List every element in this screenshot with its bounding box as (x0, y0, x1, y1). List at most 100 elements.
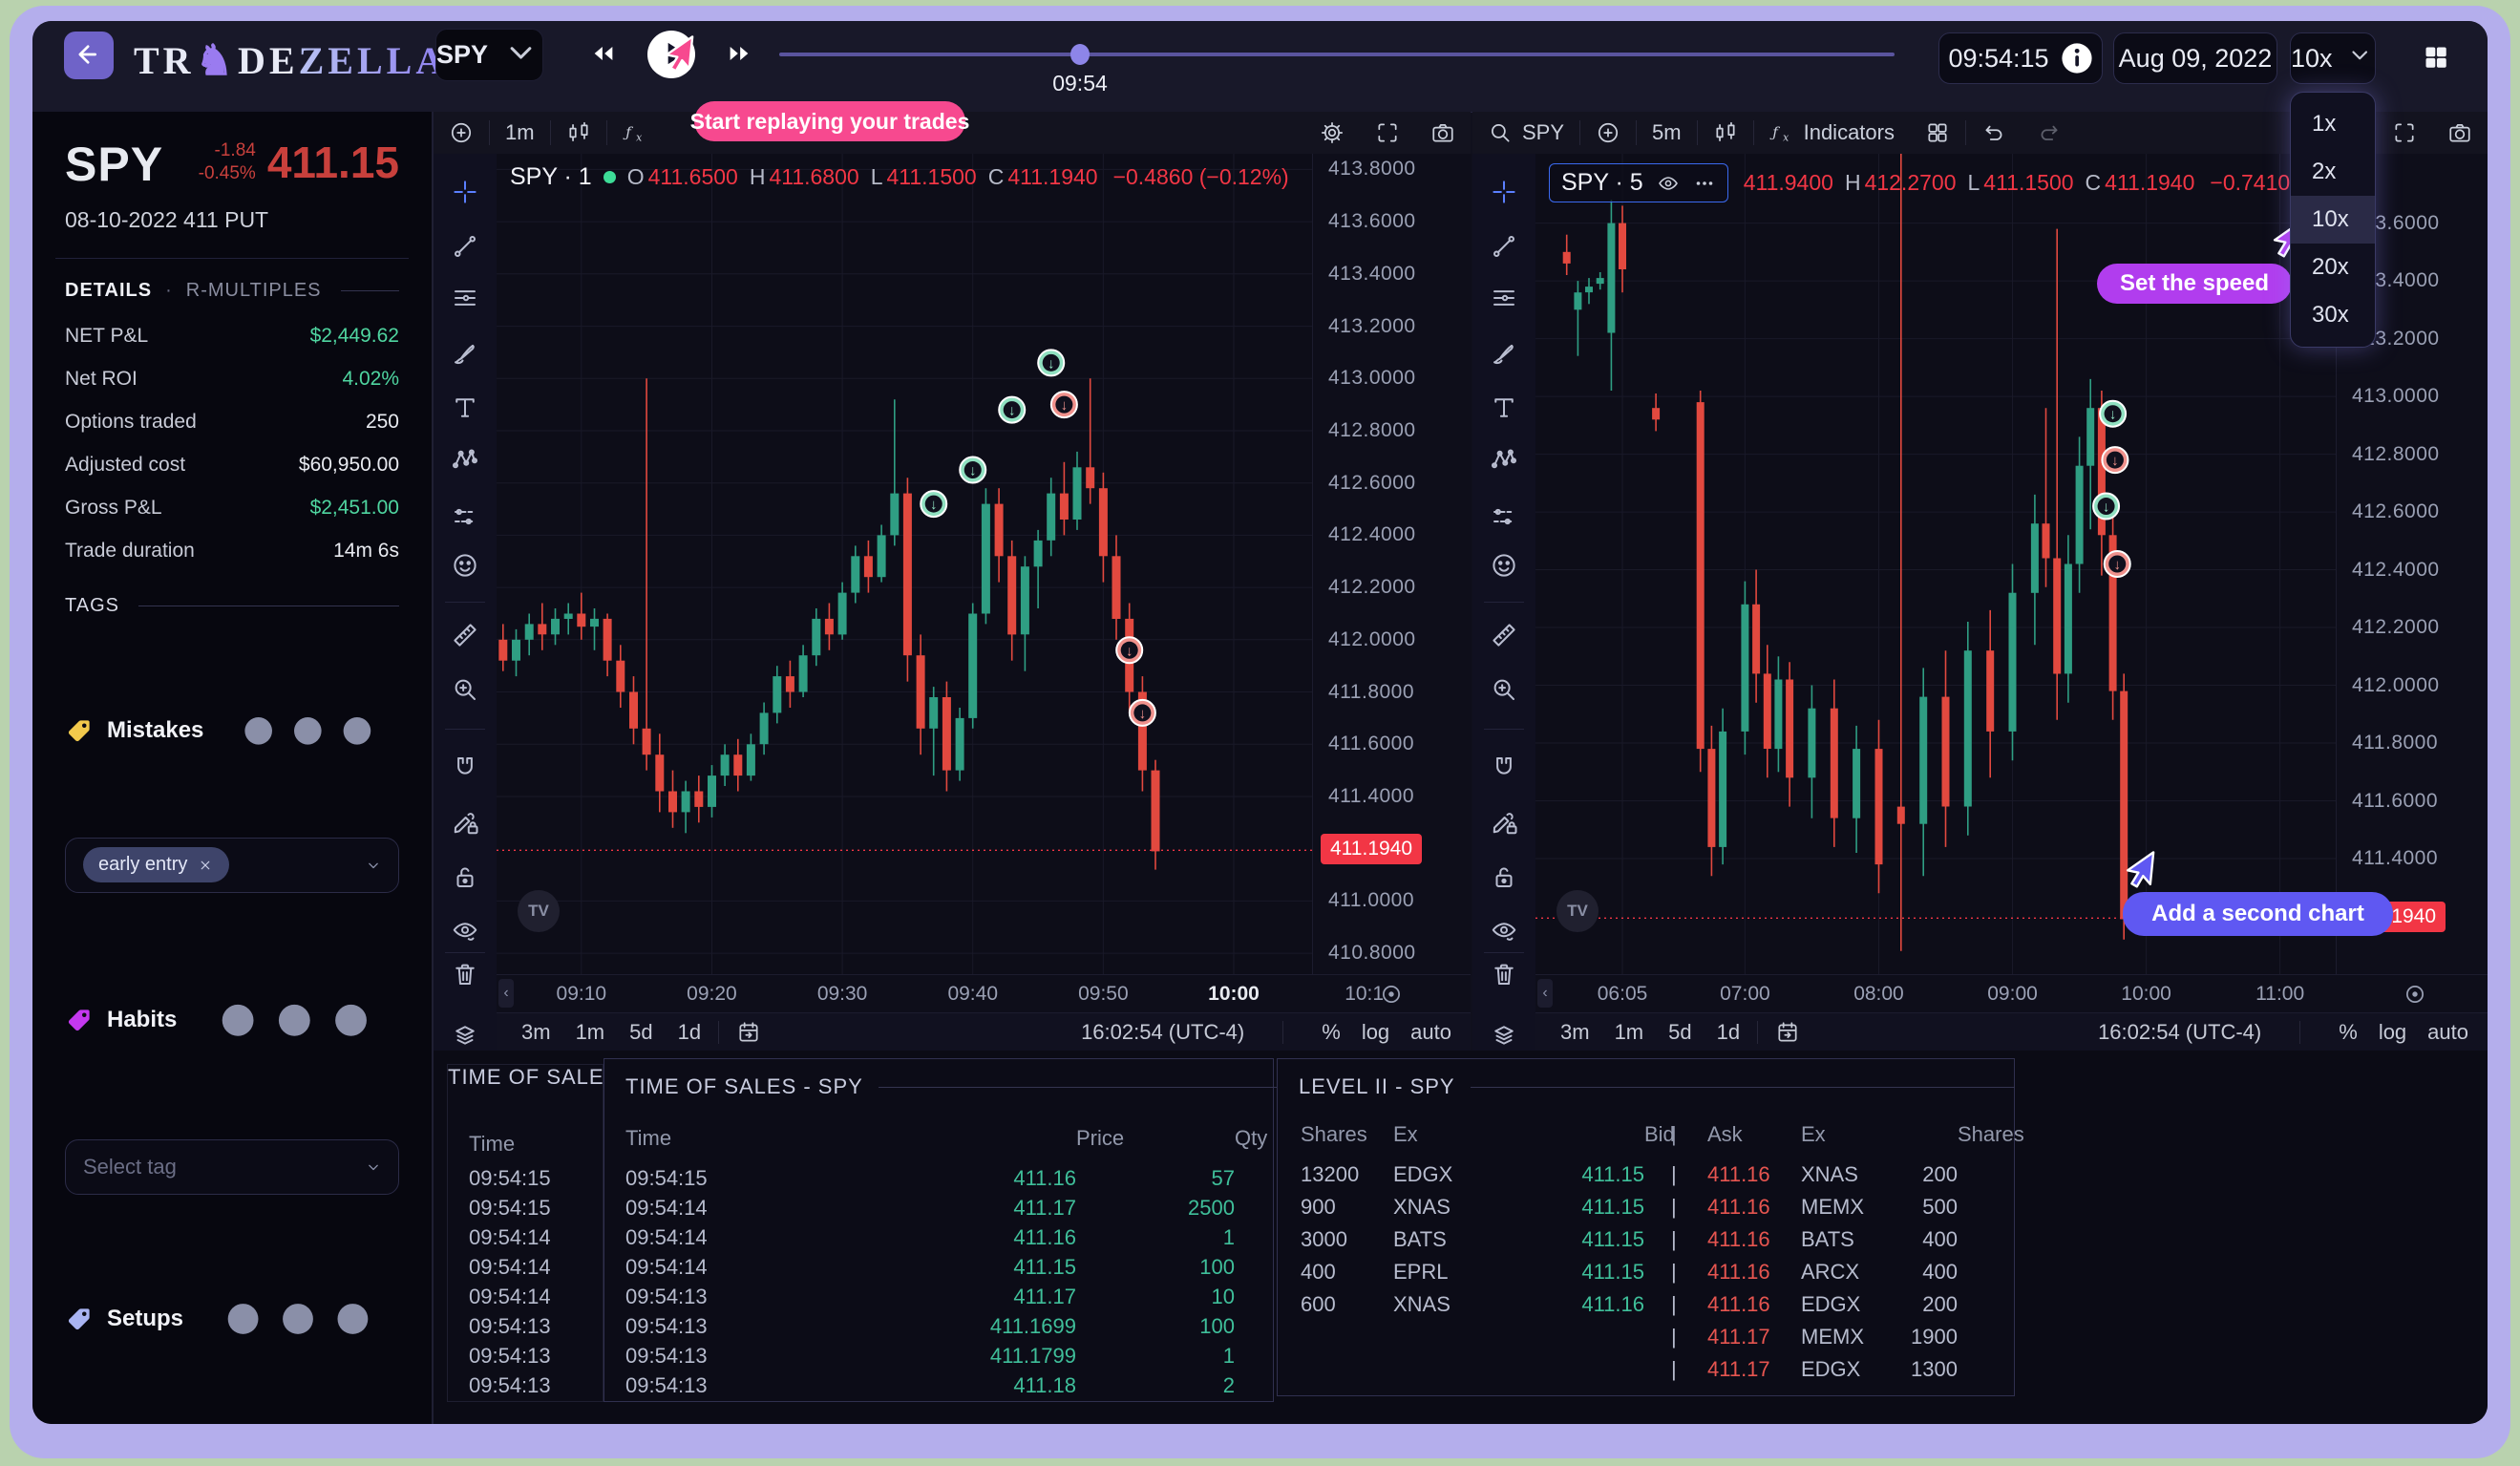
trade-marker-sell[interactable]: ↓ (1049, 391, 1078, 419)
speed-selector[interactable]: 10x (2290, 32, 2376, 84)
range-1d-button[interactable]: 1d (1716, 1020, 1741, 1044)
chart1-price-axis[interactable]: 413.8000 413.6000 413.4000 413.2000 413.0000… (1312, 154, 1472, 974)
horizontal-lines-icon[interactable] (451, 284, 479, 312)
zoom-in-icon[interactable] (1490, 675, 1518, 704)
ruler-icon[interactable] (1490, 621, 1518, 649)
emoji-icon[interactable] (451, 551, 479, 580)
fullscreen-button[interactable] (1360, 112, 1415, 154)
long-position-icon[interactable] (1490, 502, 1518, 531)
rewind-button[interactable] (584, 35, 623, 74)
camera-button[interactable] (1415, 112, 1471, 154)
toolbar-item-button[interactable]: 1m (490, 112, 550, 154)
range-5d-button[interactable]: 5d (1668, 1020, 1692, 1044)
apps-grid-button[interactable] (2417, 38, 2455, 76)
trade-marker-buy[interactable]: ↓ (2092, 492, 2121, 521)
range-1d-button[interactable]: 1d (677, 1020, 702, 1044)
tag-select[interactable]: early entry (65, 837, 399, 893)
magnet-icon[interactable] (451, 754, 479, 782)
collapse-toolbar-handle[interactable]: ‹ (498, 979, 514, 1008)
chart1-time-axis[interactable]: 09:10 09:20 09:30 09:40 09:50 10:00 10:1 ‹ (497, 974, 1471, 1013)
candlestick-chart[interactable]: ↓ ↓ ↓ ↓ (1535, 154, 2336, 974)
replay-date[interactable]: Aug 09, 2022 (2113, 32, 2277, 84)
redo-button[interactable] (2022, 112, 2077, 154)
speed-option-10x[interactable]: 10x (2291, 196, 2375, 244)
hide-drawings-icon[interactable] (1490, 917, 1518, 945)
emoji-icon[interactable] (1490, 551, 1518, 580)
zoom-in-icon[interactable] (451, 675, 479, 704)
slider-thumb[interactable] (1070, 44, 1090, 65)
more-options-icon[interactable] (190, 916, 399, 1125)
toolbar-item-button[interactable]: 5m (1637, 112, 1697, 154)
session-time[interactable]: 16:02:54 (UTC-4) (1081, 1020, 1245, 1044)
text-tool-icon[interactable] (1490, 393, 1518, 422)
trade-marker-sell[interactable]: ↓ (1128, 698, 1156, 727)
legend-source-box[interactable]: SPY · 5 (1549, 163, 1728, 202)
tab-details[interactable]: DETAILS (65, 280, 153, 301)
plus-circle-button[interactable] (1580, 112, 1636, 154)
more-options-icon[interactable] (197, 1218, 399, 1420)
candles-button[interactable] (1698, 112, 1753, 154)
layers-icon[interactable] (1490, 1021, 1518, 1050)
trend-line-icon[interactable] (1490, 232, 1518, 261)
fx-button[interactable]: ƒ x Indicators (1754, 112, 1910, 154)
layout-grid-button[interactable] (1910, 112, 1965, 154)
xabcd-pattern-icon[interactable] (1490, 445, 1518, 474)
forward-button[interactable] (720, 35, 758, 74)
trade-marker-buy[interactable]: ↓ (959, 456, 987, 484)
chart-legend[interactable]: SPY · 1 O 411.6500 H 411.6800 L 411.1500 C 411.1… (510, 163, 1289, 191)
candles-button[interactable] (551, 112, 606, 154)
fullscreen-button[interactable] (2377, 112, 2432, 154)
symbol-selector[interactable]: SPY (435, 29, 543, 81)
calendar-go-icon[interactable] (736, 1020, 761, 1045)
horizontal-lines-icon[interactable] (1490, 284, 1518, 312)
candlestick-chart[interactable]: ↓ ↓ ↓ ↓ ↓ ↓ ↓ (497, 154, 1312, 974)
axis-settings-icon[interactable] (2403, 982, 2427, 1007)
trash-icon[interactable] (1490, 960, 1518, 988)
magnet-icon[interactable] (1490, 754, 1518, 782)
chart-legend[interactable]: SPY · 5 411.9400 H 412.2700 L 411.1500 C 411.19… (1549, 163, 2336, 202)
scale-log-button[interactable]: log (2378, 1020, 2407, 1044)
more-options-icon[interactable] (217, 640, 399, 822)
axis-settings-icon[interactable] (1379, 982, 1404, 1007)
lock-icon[interactable] (451, 862, 479, 891)
range-1m-button[interactable]: 1m (1614, 1020, 1644, 1044)
hide-drawings-icon[interactable] (451, 917, 479, 945)
range-5d-button[interactable]: 5d (629, 1020, 653, 1044)
edit-lock-icon[interactable] (1490, 808, 1518, 837)
range-3m-button[interactable]: 3m (521, 1020, 551, 1044)
brush-icon[interactable] (1490, 339, 1518, 368)
trade-marker-sell[interactable]: ↓ (2101, 446, 2129, 475)
crosshair-icon[interactable] (451, 178, 479, 206)
trade-marker-buy[interactable]: ↓ (2099, 399, 2128, 428)
more-options-icon[interactable] (1693, 172, 1716, 195)
trend-line-icon[interactable] (451, 232, 479, 261)
speed-option-30x[interactable]: 30x (2312, 302, 2349, 328)
crosshair-icon[interactable] (1490, 178, 1518, 206)
gear-button[interactable] (1304, 112, 1360, 154)
search-button[interactable]: SPY (1472, 112, 1579, 154)
info-icon[interactable] (2061, 42, 2093, 74)
trade-marker-sell[interactable]: ↓ (2103, 550, 2131, 578)
brush-icon[interactable] (451, 339, 479, 368)
speed-option-20x[interactable]: 20x (2312, 254, 2349, 280)
text-tool-icon[interactable] (451, 393, 479, 422)
trade-marker-buy[interactable]: ↓ (1037, 349, 1066, 377)
trade-marker-sell[interactable]: ↓ (1115, 636, 1144, 665)
calendar-go-icon[interactable] (1775, 1020, 1800, 1045)
speed-option-1x[interactable]: 1x (2312, 111, 2337, 137)
eye-icon[interactable] (1657, 172, 1680, 195)
scale-%-button[interactable]: % (1322, 1020, 1341, 1044)
xabcd-pattern-icon[interactable] (451, 445, 479, 474)
undo-button[interactable] (1966, 112, 2022, 154)
chart1-plot[interactable]: ↓ ↓ ↓ ↓ ↓ ↓ ↓ SPY · 1 O 411.6500 H 411.6800 L 411.150… (497, 154, 1312, 974)
range-1m-button[interactable]: 1m (575, 1020, 605, 1044)
scale-auto-button[interactable]: auto (2427, 1020, 2468, 1044)
layers-icon[interactable] (451, 1021, 479, 1050)
range-3m-button[interactable]: 3m (1560, 1020, 1590, 1044)
camera-button[interactable] (2432, 112, 2488, 154)
collapse-toolbar-handle[interactable]: ‹ (1537, 979, 1553, 1008)
tab-r-multiples[interactable]: R-MULTIPLES (185, 280, 322, 301)
scale-%-button[interactable]: % (2339, 1020, 2358, 1044)
ruler-icon[interactable] (451, 621, 479, 649)
